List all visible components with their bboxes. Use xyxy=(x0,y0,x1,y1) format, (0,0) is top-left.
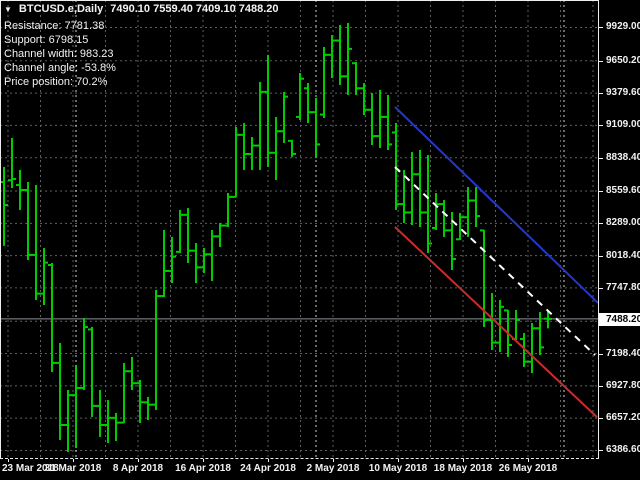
price-tick xyxy=(599,288,603,289)
date-axis-label: 26 May 2018 xyxy=(498,463,558,474)
chart-ohlc-values: 7490.10 7559.40 7409.10 7488.20 xyxy=(110,3,279,15)
info-channel-angle: Channel angle: -53.8% xyxy=(4,62,116,74)
date-axis-label: 2 May 2018 xyxy=(306,463,360,474)
date-tick xyxy=(73,459,74,462)
price-axis-label: 6657.20 xyxy=(606,412,640,423)
price-axis-label: 6927.80 xyxy=(606,380,640,391)
price-axis-label: 8289.00 xyxy=(606,217,640,228)
info-price-position: Price position: 70.2% xyxy=(4,76,108,88)
chart-symbol-title: BTCUSD.e,Daily xyxy=(18,3,104,15)
info-channel-width: Channel width: 983.23 xyxy=(4,48,114,60)
price-tick xyxy=(599,450,603,451)
channel-resistance-line xyxy=(394,106,598,304)
plot-frame-bottom xyxy=(0,458,599,459)
date-tick xyxy=(203,459,204,462)
date-axis-label: 10 May 2018 xyxy=(368,463,428,474)
price-tick xyxy=(599,223,603,224)
symbol-dropdown-icon[interactable]: ▼ xyxy=(4,4,12,14)
date-axis-label: 23 Mar 2018 xyxy=(2,463,59,474)
date-tick xyxy=(8,459,9,462)
price-axis-label: 8559.60 xyxy=(606,185,640,196)
price-tick xyxy=(599,191,603,192)
price-tick xyxy=(599,354,603,355)
price-axis-label: 9379.60 xyxy=(606,87,640,98)
channel-median-line xyxy=(394,166,596,356)
price-axis-label: 9650.20 xyxy=(606,55,640,66)
price-tick xyxy=(599,61,603,62)
plot-frame-top xyxy=(0,0,599,1)
candlestick-chart xyxy=(0,0,598,458)
date-tick xyxy=(268,459,269,462)
price-axis-label: 9929.00 xyxy=(606,21,640,32)
price-tick xyxy=(599,386,603,387)
price-axis-label: 7747.80 xyxy=(606,282,640,293)
price-tick xyxy=(599,158,603,159)
date-axis[interactable]: 23 Mar 2018 31 Mar 2018 8 Apr 2018 16 Apr 2… xyxy=(0,459,640,480)
channel-support-line xyxy=(394,226,598,418)
date-tick xyxy=(333,459,334,462)
date-axis-label: 8 Apr 2018 xyxy=(112,463,164,474)
price-axis-label: 7198.40 xyxy=(606,348,640,359)
price-tick xyxy=(599,93,603,94)
date-tick xyxy=(138,459,139,462)
date-axis-label: 24 Apr 2018 xyxy=(240,463,296,474)
chart-title-bar: ▼ BTCUSD.e,Daily 7490.10 7559.40 7409.10… xyxy=(4,3,279,15)
price-tick xyxy=(599,27,603,28)
plot-frame-left xyxy=(0,0,1,459)
date-tick xyxy=(398,459,399,462)
date-axis-label: 18 May 2018 xyxy=(433,463,493,474)
price-axis-label: 9109.00 xyxy=(606,119,640,130)
plot-area[interactable] xyxy=(0,0,598,458)
price-tick xyxy=(599,418,603,419)
price-tick xyxy=(599,125,603,126)
price-axis[interactable]: 9929.00 9650.20 9379.60 9109.00 8838.40 8559.… xyxy=(599,0,640,459)
current-price-label: 7488.20 xyxy=(599,313,640,326)
plot-frame-right xyxy=(598,0,599,459)
info-resistance: Resistance: 7781.38 xyxy=(4,20,105,32)
price-axis-label: 8838.40 xyxy=(606,152,640,163)
date-tick xyxy=(463,459,464,462)
date-tick xyxy=(528,459,529,462)
date-axis-label: 16 Apr 2018 xyxy=(175,463,231,474)
date-axis-label: 31 Mar 2018 xyxy=(44,463,102,474)
price-axis-label: 6386.60 xyxy=(606,444,640,455)
price-axis-label: 8018.40 xyxy=(606,250,640,261)
info-support: Support: 6798.15 xyxy=(4,34,89,46)
price-tick xyxy=(599,256,603,257)
indicator-info-panel: Resistance: 7781.38 Support: 6798.15 Cha… xyxy=(4,19,116,89)
